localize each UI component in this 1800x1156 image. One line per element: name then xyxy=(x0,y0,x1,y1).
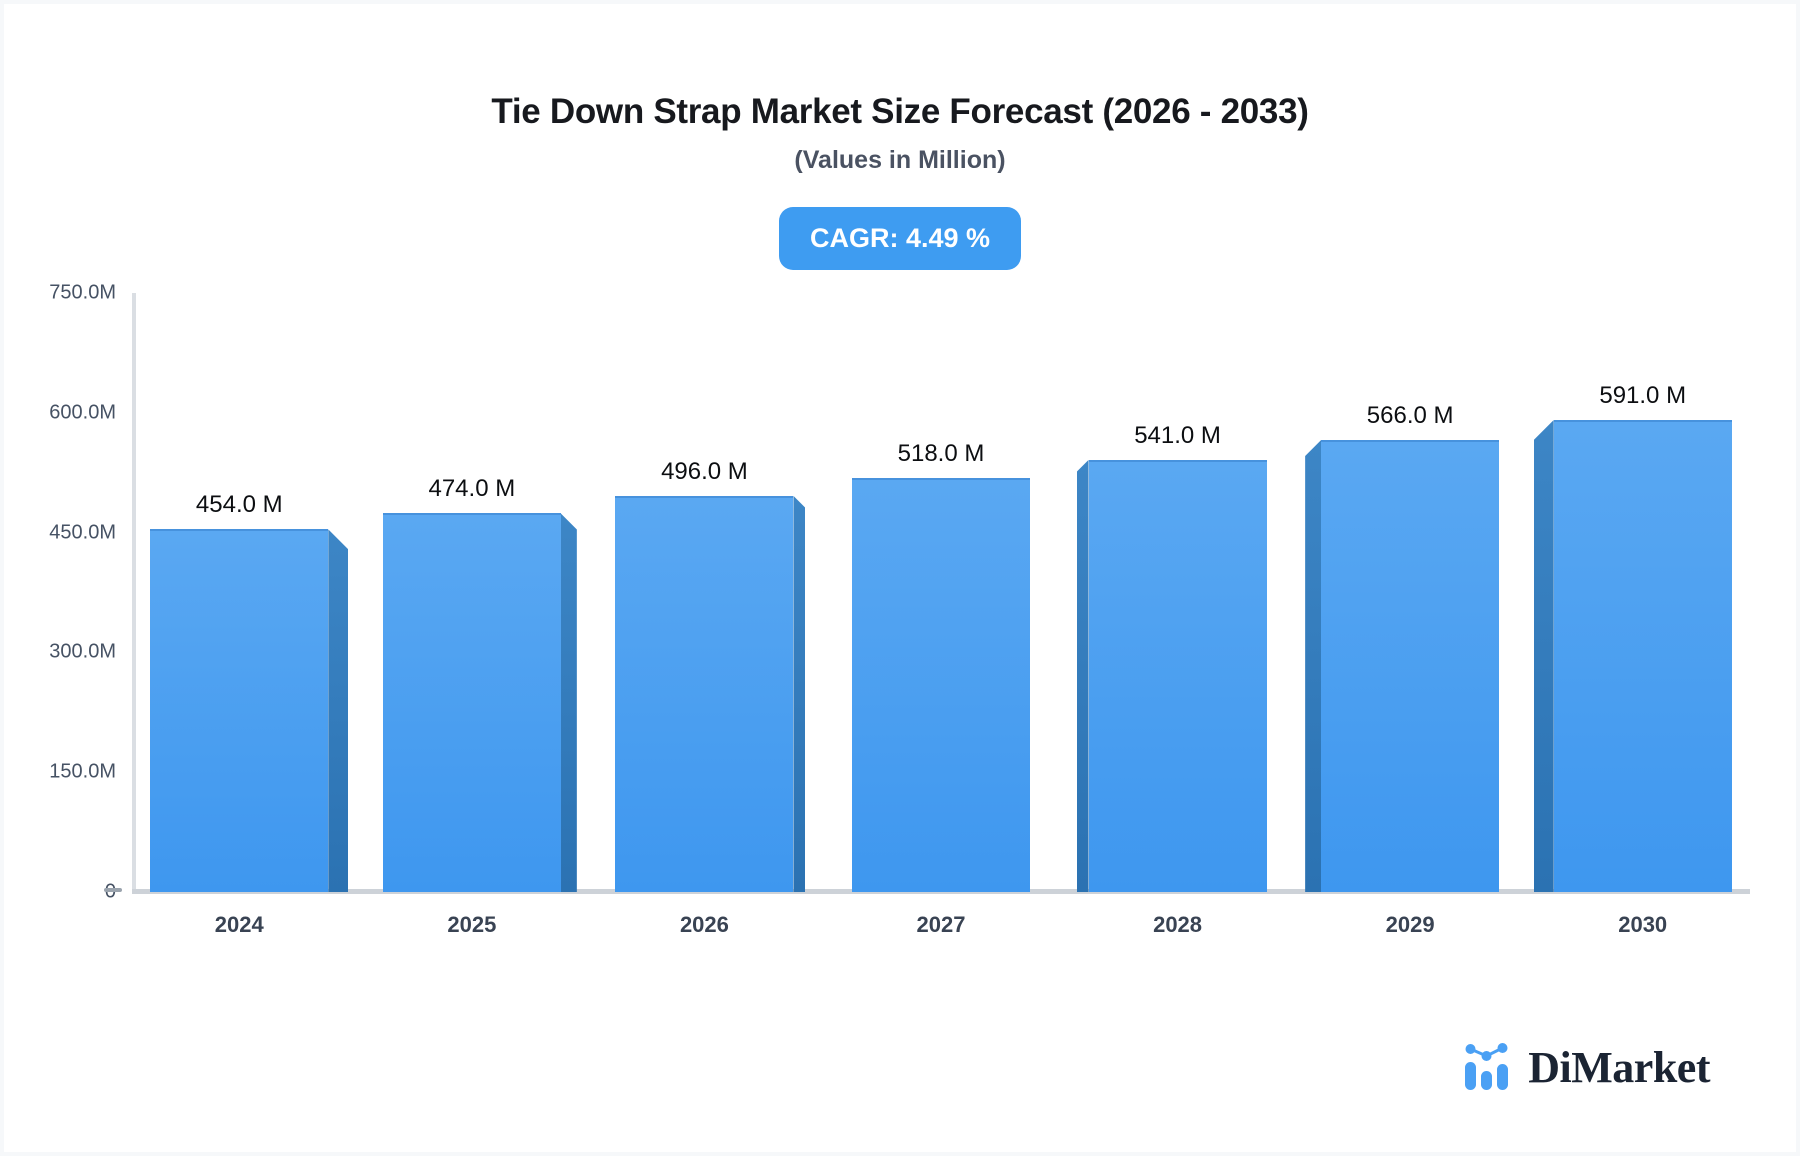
bar-value-label: 518.0 M xyxy=(897,440,985,468)
bar-2030: 591.0 M xyxy=(1533,293,1732,892)
bar-value-label: 496.0 M xyxy=(661,457,748,485)
bar-side-face xyxy=(328,529,349,892)
y-axis-tick-label: 300.0M xyxy=(49,640,116,663)
y-axis-tick-label: 0 xyxy=(105,881,116,904)
x-axis-label: 2026 xyxy=(679,912,729,937)
logo-text: DiMarket xyxy=(1528,1042,1710,1092)
bar-2026: 496.0 M xyxy=(615,293,806,892)
page-title: Tie Down Strap Market Size Forecast (202… xyxy=(491,92,1309,131)
y-axis-labels: 750.0M 600.0M 450.0M 300.0M 150.0M 0 xyxy=(4,282,116,903)
y-axis-line xyxy=(132,293,136,893)
bar-value-label: 566.0 M xyxy=(1366,401,1454,429)
y-axis-tick-label: 750.0M xyxy=(49,281,116,304)
chart-subtitle: (Values in Million) xyxy=(794,146,1006,174)
bar-front-face xyxy=(615,495,794,892)
zero-tick-mark xyxy=(104,888,122,892)
y-axis-tick-label: 150.0M xyxy=(49,760,116,783)
bar-side-face xyxy=(1533,420,1554,892)
bar-value-label: 454.0 M xyxy=(195,491,283,519)
cagr-badge: CAGR: 4.49 % xyxy=(778,207,1022,270)
bar-2027: 518.0 M xyxy=(852,293,1030,892)
bar-front-face xyxy=(150,529,329,892)
x-axis-label: 2030 xyxy=(1618,912,1668,937)
bar-front-face xyxy=(1553,420,1732,892)
bar-side-face xyxy=(793,495,806,892)
bar-front-face xyxy=(382,513,561,892)
chart-header: Tie Down Strap Market Size Forecast (202… xyxy=(4,92,1796,270)
x-axis-label: 2028 xyxy=(1153,912,1203,937)
bar-side-face xyxy=(1076,459,1089,892)
x-axis-label: 2024 xyxy=(214,912,264,937)
x-axis-label: 2029 xyxy=(1385,912,1435,937)
x-axis-label: 2027 xyxy=(916,912,966,937)
chart-card: Tie Down Strap Market Size Forecast (202… xyxy=(4,4,1796,1152)
bar-side-face xyxy=(1305,439,1322,892)
bar-front-face xyxy=(1088,459,1267,892)
bar-side-face xyxy=(560,513,577,892)
bar-value-label: 474.0 M xyxy=(428,475,516,503)
bar-chart-logo-icon xyxy=(1465,1043,1509,1090)
bar-2024: 454.0 M xyxy=(150,293,349,892)
bar-2028: 541.0 M xyxy=(1076,293,1267,892)
bar-2025: 474.0 M xyxy=(382,293,577,892)
bar-front-face xyxy=(852,478,1030,892)
plot-area: 2024 454.0 M 2025 474.0 M 2026 496.0 M 2027 518… xyxy=(134,293,1748,937)
bar-value-label: 541.0 M xyxy=(1134,421,1221,449)
bar-front-face xyxy=(1321,439,1500,892)
bar-2029: 566.0 M xyxy=(1305,293,1500,892)
y-axis-tick-label: 600.0M xyxy=(49,401,116,424)
x-axis-label: 2025 xyxy=(447,912,497,937)
y-axis-tick-label: 450.0M xyxy=(49,521,116,544)
bar-value-label: 591.0 M xyxy=(1599,382,1687,409)
brand-logo: DiMarket xyxy=(1460,1040,1710,1094)
